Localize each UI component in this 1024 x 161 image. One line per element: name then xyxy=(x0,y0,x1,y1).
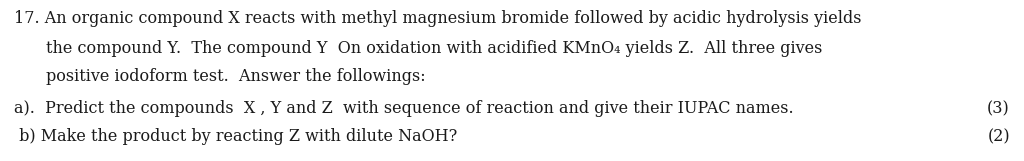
Text: positive iodoform test.  Answer the followings:: positive iodoform test. Answer the follo… xyxy=(46,68,426,85)
Text: (3): (3) xyxy=(987,100,1010,117)
Text: a).  Predict the compounds  X , Y and Z  with sequence of reaction and give thei: a). Predict the compounds X , Y and Z wi… xyxy=(14,100,794,117)
Text: 17. An organic compound X reacts with methyl magnesium bromide followed by acidi: 17. An organic compound X reacts with me… xyxy=(14,10,861,27)
Text: b) Make the product by reacting Z with dilute NaOH?: b) Make the product by reacting Z with d… xyxy=(14,128,458,145)
Text: (2): (2) xyxy=(987,128,1010,145)
Text: the compound Y.  The compound Y  On oxidation with acidified KMnO₄ yields Z.  Al: the compound Y. The compound Y On oxidat… xyxy=(46,40,822,57)
